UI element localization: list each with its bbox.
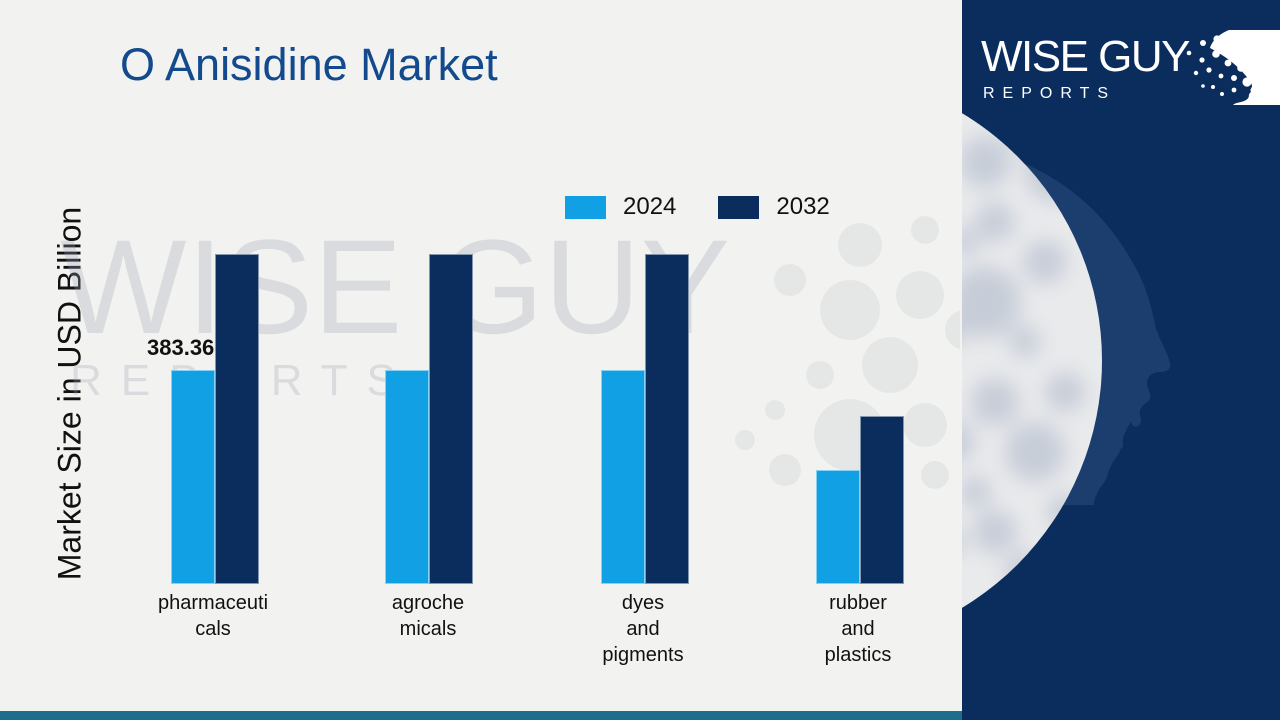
svg-text:WISE GUY: WISE GUY [981,32,1190,81]
svg-text:REPORTS: REPORTS [983,85,1116,102]
